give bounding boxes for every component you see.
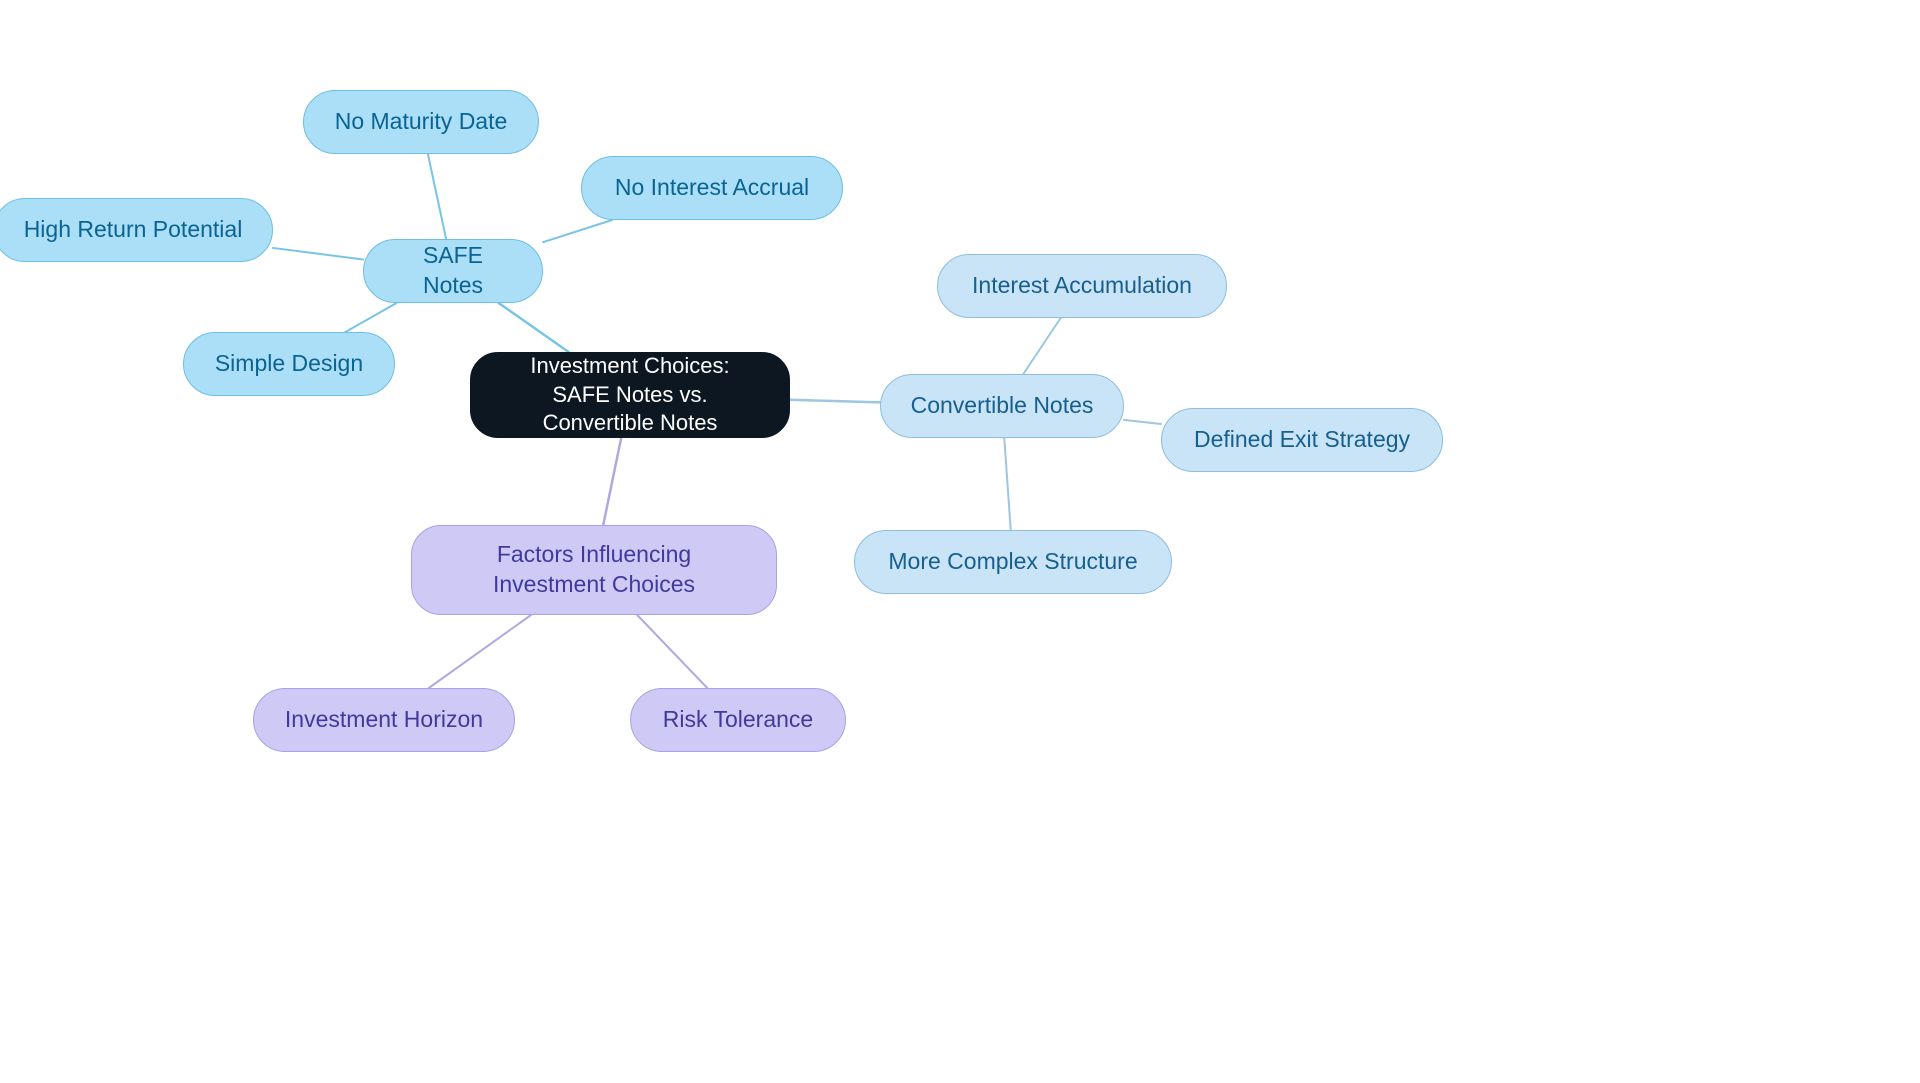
node-safe_high_return: High Return Potential [0,198,273,262]
edge-factors-factors_horizon [429,615,531,688]
node-safe_no_interest: No Interest Accrual [581,156,843,220]
edge-conv-conv_exit [1124,420,1161,424]
edge-conv-conv_interest [1023,318,1060,374]
edge-center-safe [499,303,569,352]
edge-safe-safe_no_interest [543,220,612,242]
node-conv_interest: Interest Accumulation [937,254,1227,318]
node-safe_simple: Simple Design [183,332,395,396]
edge-safe-safe_no_maturity [428,154,446,239]
edge-conv-conv_complex [1004,438,1010,530]
edge-safe-safe_high_return [273,248,363,260]
node-center: Investment Choices: SAFE Notes vs. Conve… [470,352,790,438]
edge-factors-factors_risk [637,615,707,688]
node-conv: Convertible Notes [880,374,1124,438]
node-factors_horizon: Investment Horizon [253,688,515,752]
node-conv_exit: Defined Exit Strategy [1161,408,1443,472]
edge-center-factors [603,438,621,525]
node-safe_no_maturity: No Maturity Date [303,90,539,154]
edge-center-conv [790,400,880,403]
node-safe: SAFE Notes [363,239,543,303]
node-factors_risk: Risk Tolerance [630,688,846,752]
node-conv_complex: More Complex Structure [854,530,1172,594]
edge-safe-safe_simple [345,303,396,332]
node-factors: Factors Influencing Investment Choices [411,525,777,615]
